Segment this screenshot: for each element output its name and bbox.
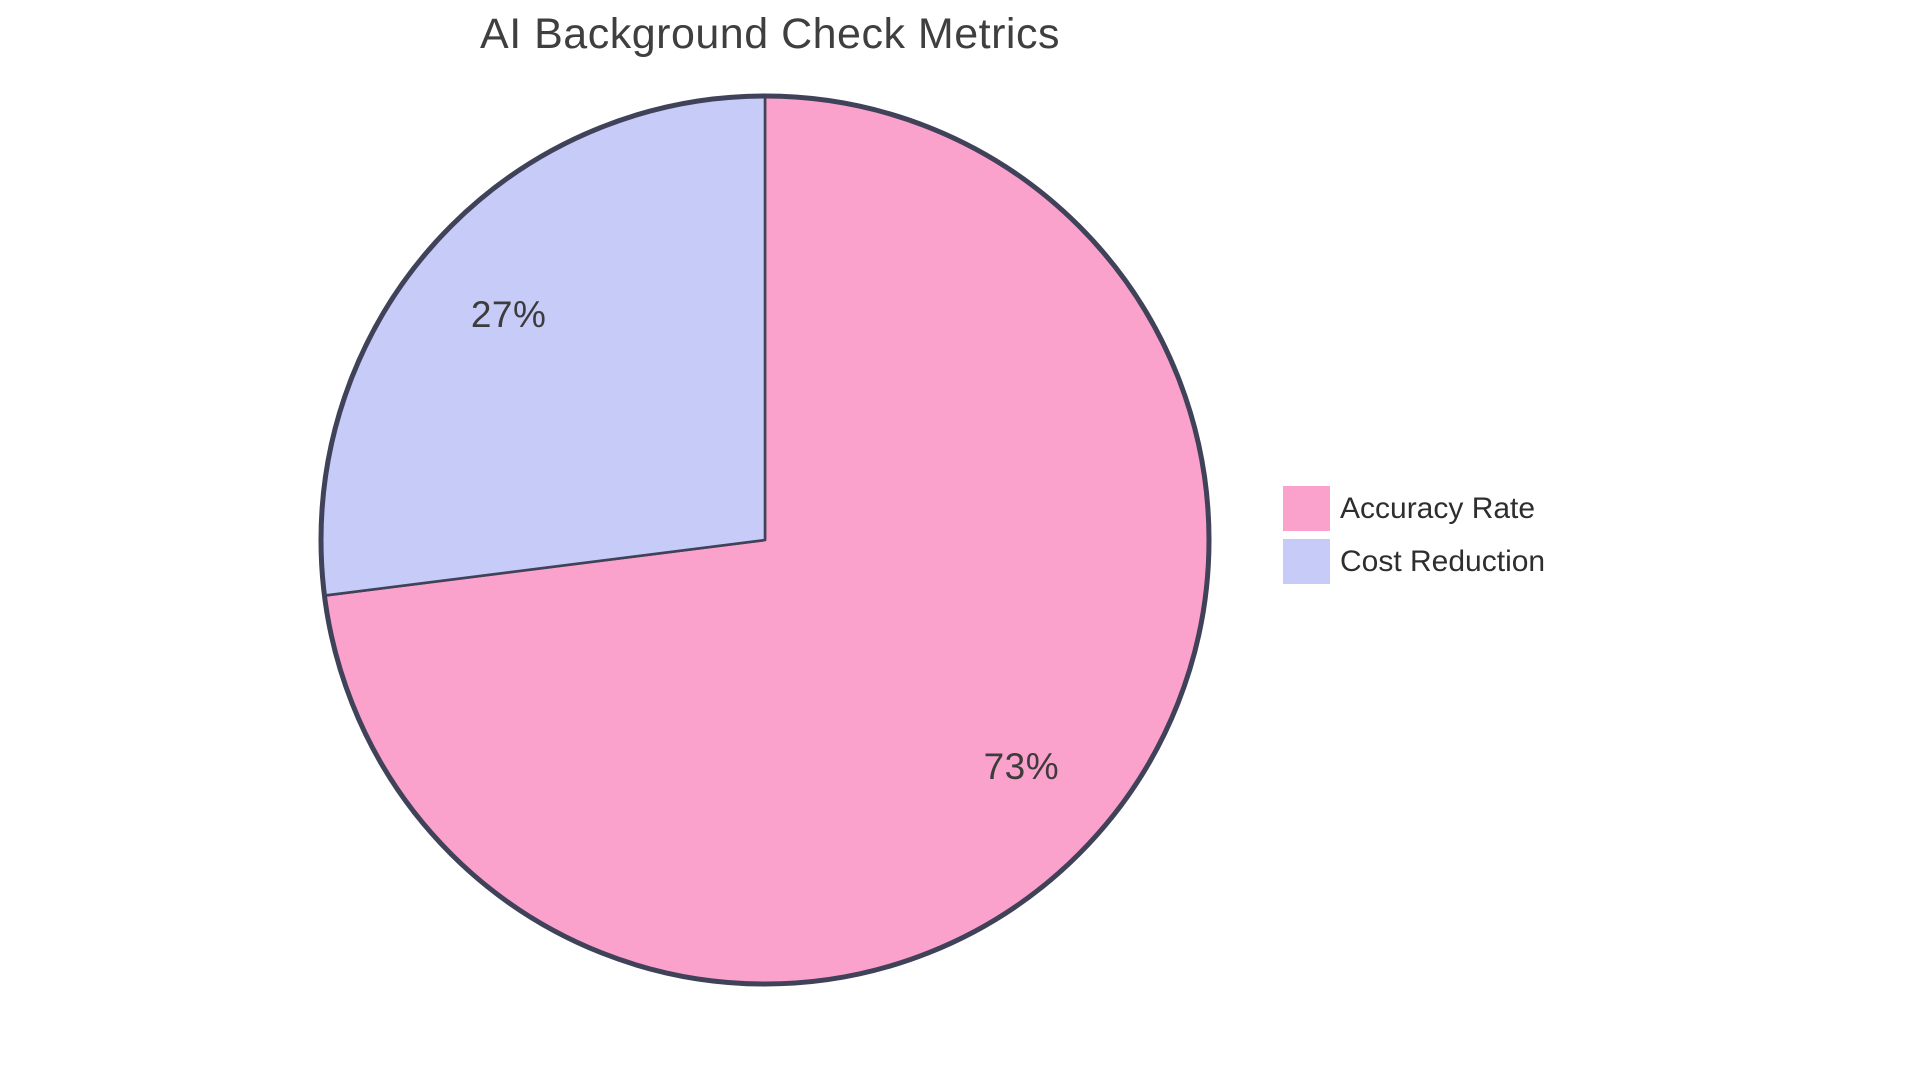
legend-swatch-accuracy-rate — [1283, 486, 1330, 531]
legend: Accuracy Rate Cost Reduction — [1283, 486, 1545, 592]
legend-item-cost-reduction[interactable]: Cost Reduction — [1283, 539, 1545, 584]
chart-title: AI Background Check Metrics — [480, 10, 1060, 58]
pie-outline — [318, 93, 1212, 987]
pie-slice-cost-reduction[interactable] — [319, 94, 767, 597]
legend-label-cost-reduction: Cost Reduction — [1340, 544, 1546, 578]
slice-label-accuracy-rate: 73% — [984, 746, 1060, 787]
legend-label-accuracy-rate: Accuracy Rate — [1340, 491, 1536, 525]
legend-item-accuracy-rate[interactable]: Accuracy Rate — [1283, 486, 1545, 531]
legend-swatch-cost-reduction — [1283, 539, 1330, 584]
slice-label-cost-reduction: 27% — [471, 294, 547, 335]
